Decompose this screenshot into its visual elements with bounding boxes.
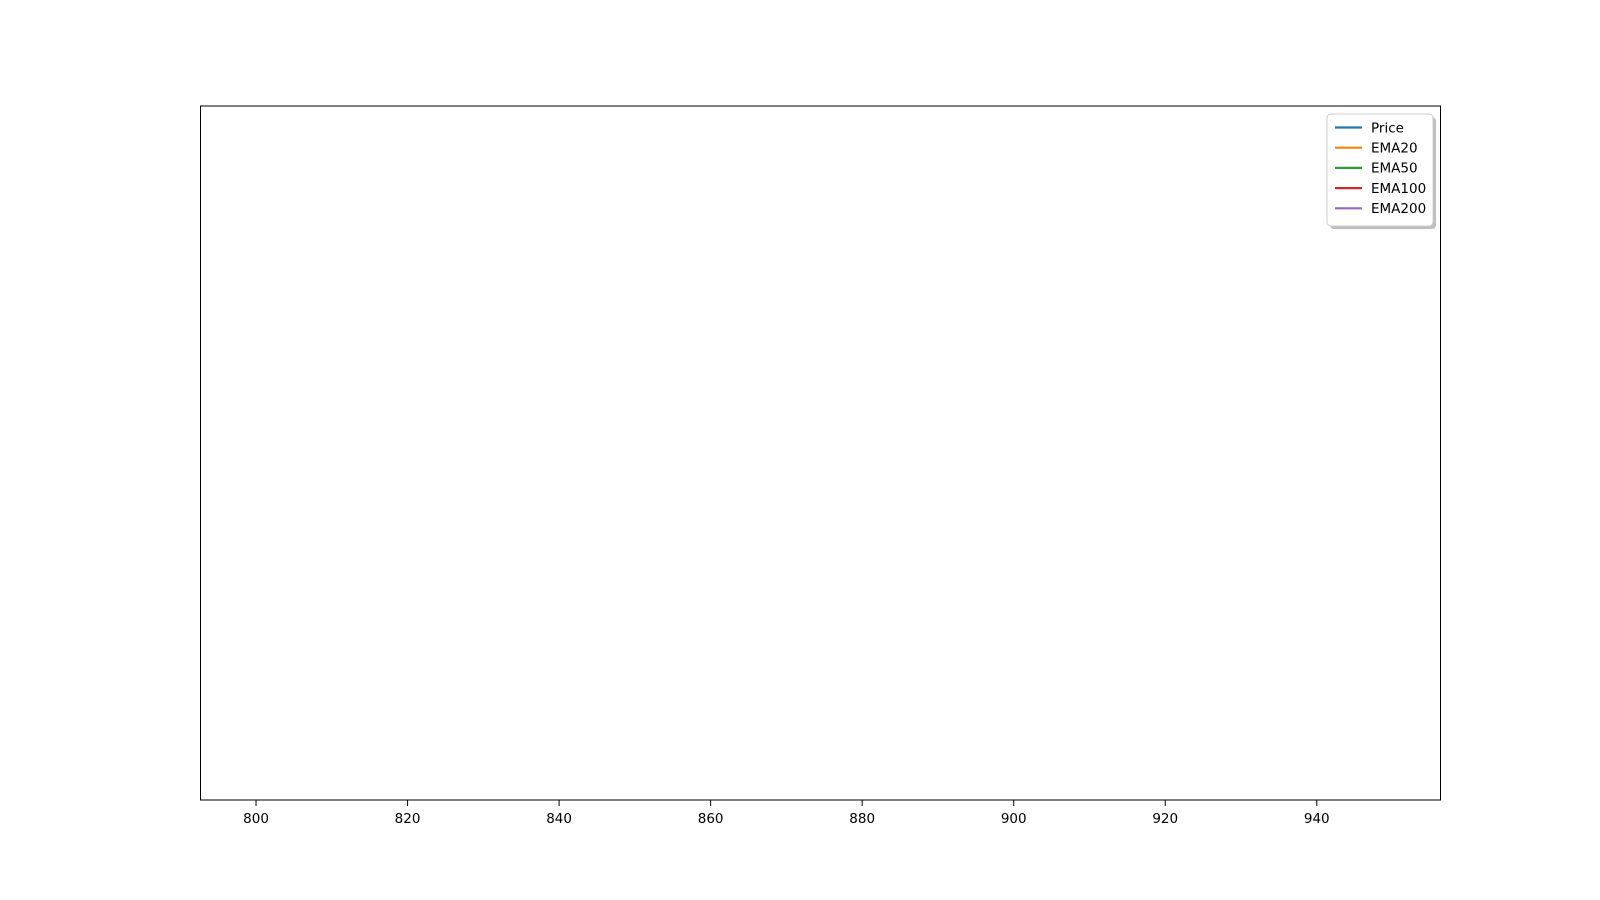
x-tick-label: 900 [1001,811,1027,827]
x-tick-label: 800 [243,811,269,827]
x-tick-label: 920 [1152,811,1178,827]
plot-area [200,106,1441,800]
legend-label-ema100: EMA100 [1371,181,1426,197]
legend-label-ema200: EMA200 [1371,201,1426,217]
legend-label-price: Price [1371,120,1404,136]
legend-label-ema20: EMA20 [1371,141,1418,157]
x-tick-label: 880 [849,811,875,827]
plot-border [200,105,1441,801]
legend-label-ema50: EMA50 [1371,161,1418,177]
x-tick-label: 860 [698,811,724,827]
x-tick-label: 840 [546,811,572,827]
x-tick-label: 940 [1304,811,1330,827]
legend-box [1326,113,1434,227]
x-tick-label: 820 [395,811,421,827]
